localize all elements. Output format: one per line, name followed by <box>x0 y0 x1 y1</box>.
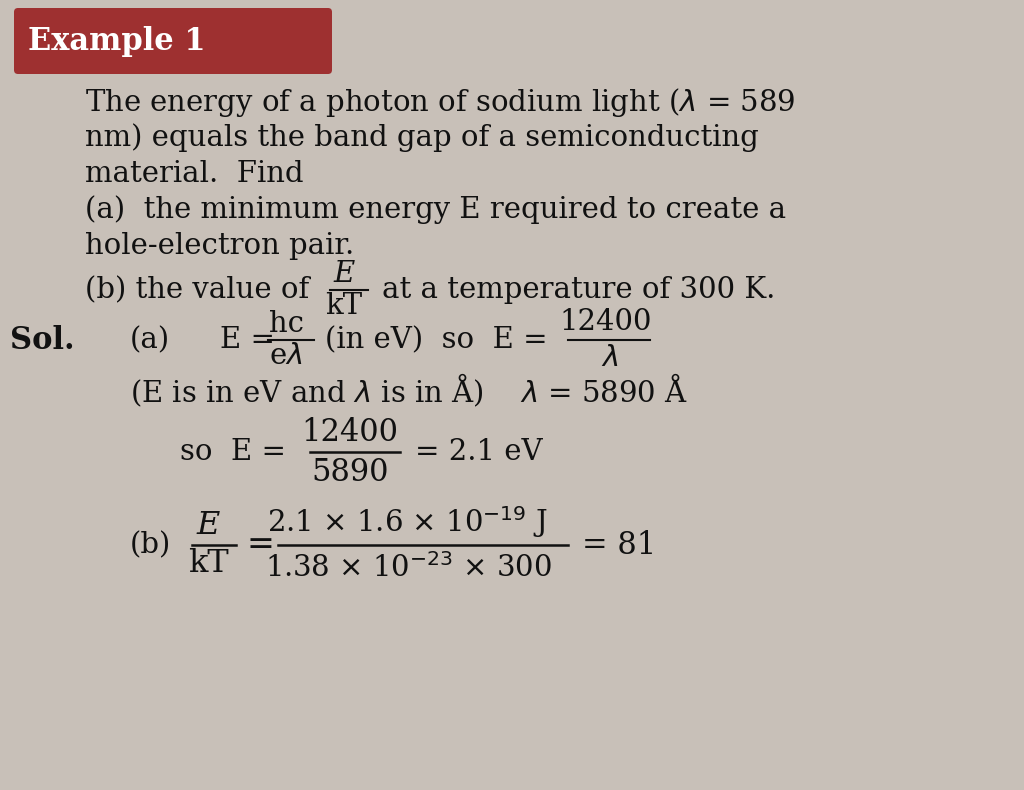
Text: hc: hc <box>268 310 303 338</box>
Text: kT: kT <box>187 548 228 580</box>
Text: (in eV)  so  E =: (in eV) so E = <box>325 326 548 354</box>
Text: (b): (b) <box>130 531 171 559</box>
Text: = 2.1 eV: = 2.1 eV <box>415 438 543 466</box>
Text: Sol.: Sol. <box>10 325 75 356</box>
Text: E =: E = <box>220 326 275 354</box>
Text: E: E <box>197 510 220 541</box>
Text: (E is in eV and $\lambda$ is in Å)    $\lambda$ = 5890 Å: (E is in eV and $\lambda$ is in Å) $\lam… <box>130 371 688 408</box>
Text: so  E =: so E = <box>180 438 286 466</box>
Text: at a temperature of 300 K.: at a temperature of 300 K. <box>382 276 775 304</box>
Text: hole-electron pair.: hole-electron pair. <box>85 232 354 260</box>
Text: 2.1 $\times$ 1.6 $\times$ 10$^{-19}$ J: 2.1 $\times$ 1.6 $\times$ 10$^{-19}$ J <box>267 504 549 540</box>
Text: 1.38 $\times$ 10$^{-23}$ $\times$ 300: 1.38 $\times$ 10$^{-23}$ $\times$ 300 <box>264 553 552 583</box>
Text: material.  Find: material. Find <box>85 160 303 188</box>
Text: $\lambda$: $\lambda$ <box>601 344 618 372</box>
Text: The energy of a photon of sodium light ($\lambda$ = 589: The energy of a photon of sodium light (… <box>85 85 796 118</box>
Text: e$\lambda$: e$\lambda$ <box>269 342 303 370</box>
FancyBboxPatch shape <box>14 8 332 74</box>
Text: Example 1: Example 1 <box>28 25 206 57</box>
Text: (a)  the minimum energy E required to create a: (a) the minimum energy E required to cre… <box>85 196 786 224</box>
Text: = 81: = 81 <box>582 529 656 560</box>
Text: nm) equals the band gap of a semiconducting: nm) equals the band gap of a semiconduct… <box>85 123 759 152</box>
Text: (a): (a) <box>130 326 170 354</box>
Text: 12400: 12400 <box>560 308 652 336</box>
Text: kT: kT <box>326 292 362 320</box>
Text: 5890: 5890 <box>311 457 389 487</box>
Text: (b) the value of: (b) the value of <box>85 276 309 304</box>
Text: 12400: 12400 <box>301 416 398 447</box>
Text: E: E <box>334 260 354 288</box>
Text: =: = <box>246 529 273 561</box>
